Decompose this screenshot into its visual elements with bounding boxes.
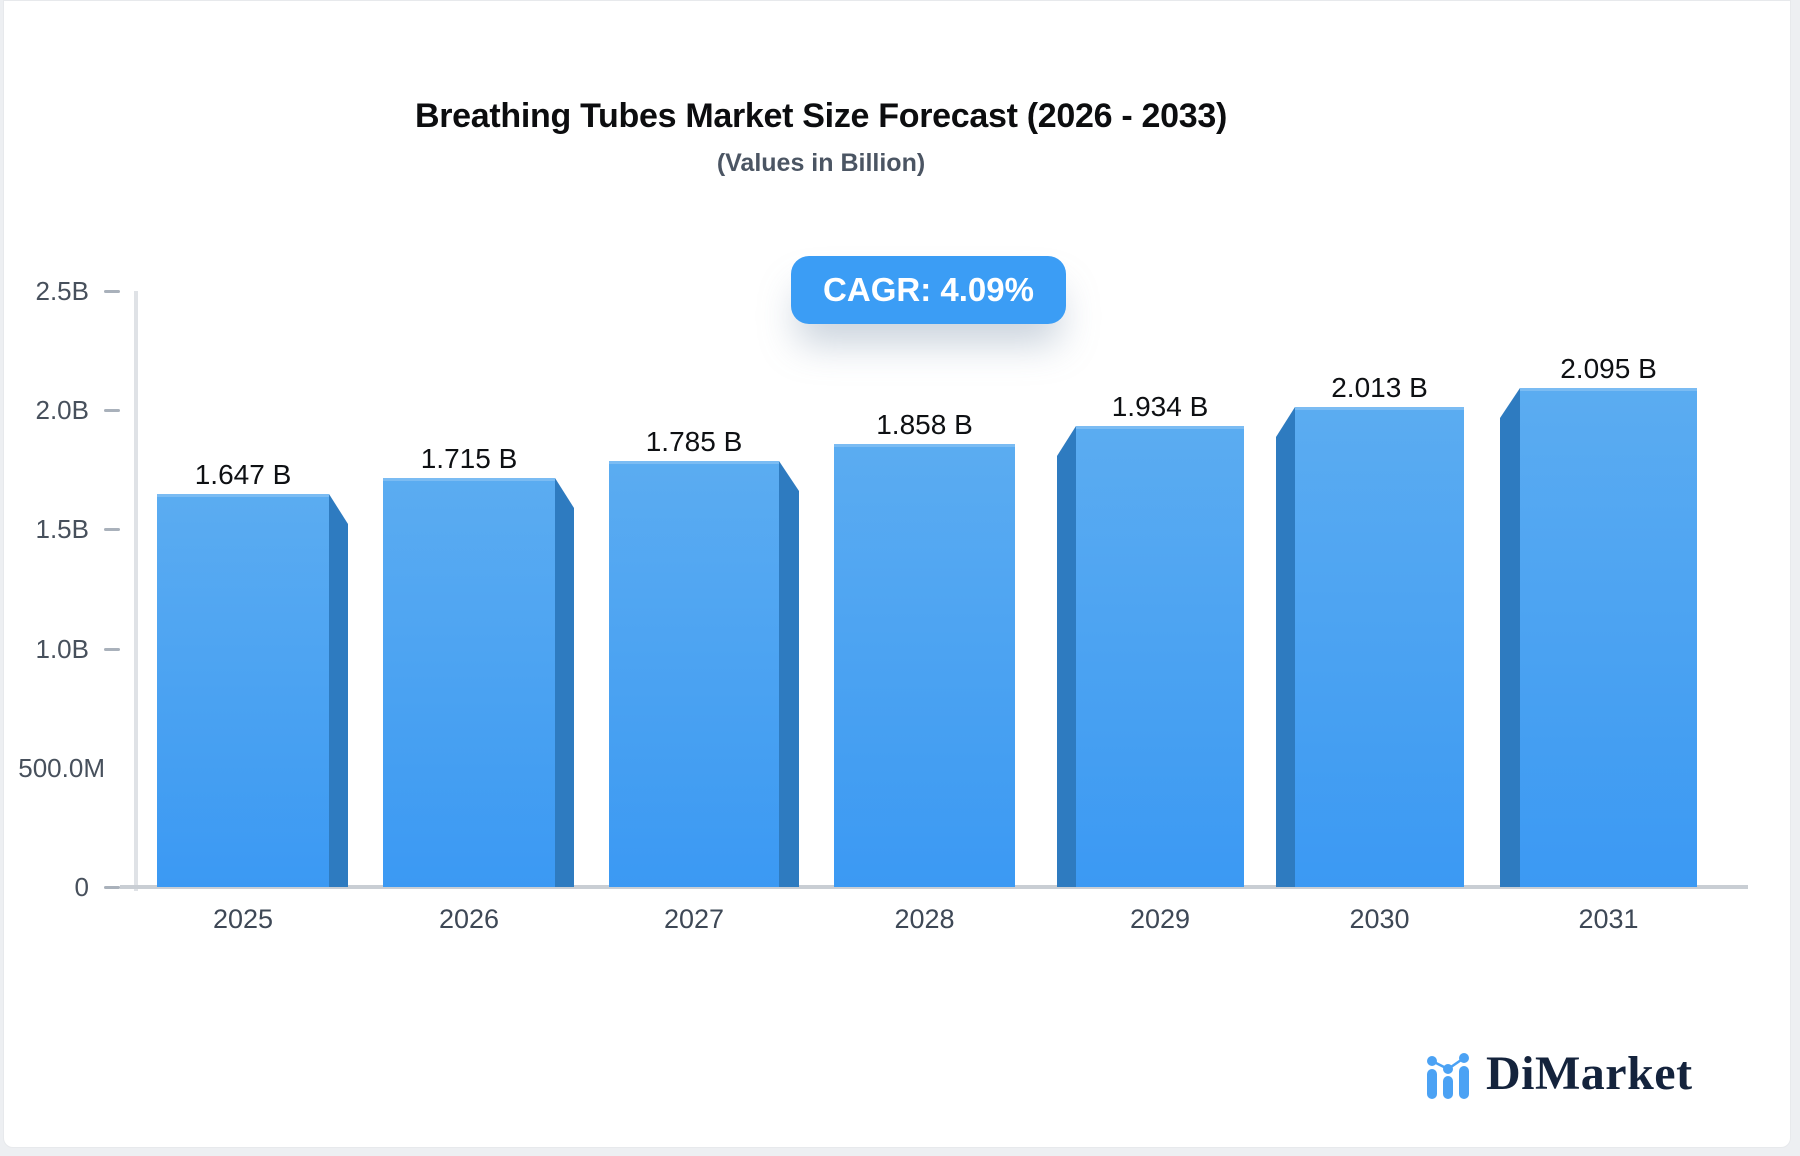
y-tick-dash (104, 648, 120, 651)
chart-card: Breathing Tubes Market Size Forecast (20… (3, 0, 1791, 1148)
logo-dot-2 (1443, 1064, 1453, 1074)
bar-side-face (1500, 388, 1520, 887)
bar-value-label: 1.858 B (876, 409, 973, 440)
y-tick-dash (104, 409, 120, 412)
bar-2029[interactable] (1076, 426, 1244, 887)
x-axis-label: 2025 (212, 904, 274, 934)
bar-side-face (1276, 407, 1295, 887)
x-axis-label: 2027 (663, 904, 725, 934)
x-axis-label: 2031 (1578, 904, 1639, 934)
bar-side-face (329, 494, 348, 887)
x-axis-baseline (120, 885, 1748, 889)
bar-side-face (1057, 426, 1076, 887)
x-axis-label: 2029 (1129, 904, 1191, 934)
chart-subtitle: (Values in Billion) (716, 149, 926, 177)
chart-title: Breathing Tubes Market Size Forecast (20… (414, 97, 1227, 135)
y-tick-label: 2.5B (35, 276, 90, 306)
bar-value-label: 1.715 B (420, 443, 518, 474)
dimarket-logo-icon (1427, 1053, 1469, 1099)
y-tick-dash (104, 886, 120, 889)
y-axis-line (134, 291, 138, 891)
logo-dot-3 (1459, 1053, 1469, 1063)
bar-side-face (555, 478, 574, 887)
bar-value-label: 2.095 B (1560, 353, 1657, 384)
y-tick-label: 1.0B (35, 634, 90, 664)
bar-2031[interactable] (1520, 388, 1697, 887)
logo-bar-2 (1443, 1076, 1453, 1099)
bar-2030[interactable] (1295, 407, 1464, 887)
bar-2028[interactable] (834, 444, 1015, 887)
logo-bar-1 (1427, 1069, 1437, 1099)
bar-value-label: 1.785 B (645, 426, 743, 457)
y-tick-label: 0 (74, 872, 89, 902)
logo-dot-1 (1427, 1056, 1437, 1066)
cagr-badge: CAGR: 4.09% (791, 256, 1066, 324)
y-tick-label: 1.5B (35, 514, 90, 544)
y-tick-label: 500.0M (18, 753, 105, 783)
y-tick-label: 2.0B (35, 395, 90, 425)
logo-bar-3 (1459, 1066, 1469, 1099)
bar-value-label: 1.647 B (194, 459, 292, 490)
bar-value-label: 1.934 B (1111, 391, 1209, 422)
dimarket-logo: DiMarket (1426, 1041, 1776, 1107)
y-tick-dash (104, 290, 120, 293)
bar-2026[interactable] (383, 478, 555, 887)
bar-side-face (779, 461, 799, 887)
brand-name: DiMarket (1486, 1047, 1693, 1100)
x-axis-label: 2028 (894, 904, 955, 934)
bar-value-label: 2.013 B (1331, 372, 1428, 403)
y-tick-dash (104, 528, 120, 531)
x-axis-label: 2026 (438, 904, 500, 934)
bar-2025[interactable] (157, 494, 329, 887)
bar-2027[interactable] (609, 461, 779, 887)
x-axis-label: 2030 (1349, 904, 1410, 934)
